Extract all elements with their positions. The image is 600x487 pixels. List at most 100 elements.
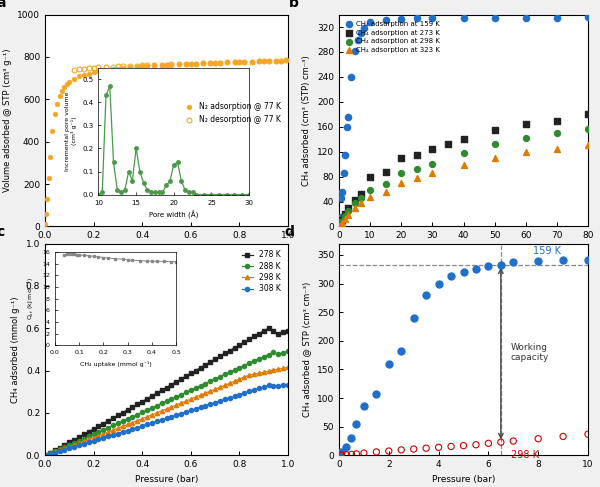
Text: 298 K: 298 K: [511, 450, 539, 460]
CH₄ adsorption at 323 K: [337, 220, 347, 227]
CH₄ adsorption at 298 K: [356, 194, 365, 202]
308 K: [217, 398, 224, 404]
N₂ adsorption @ 77 K: [41, 222, 49, 227]
278 K: [284, 328, 292, 334]
Text: 159 K: 159 K: [533, 246, 561, 256]
Point: [341, 443, 351, 450]
308 K: [280, 382, 287, 388]
Point: [409, 314, 418, 322]
N₂ adsorption @ 77 K: [163, 62, 170, 68]
278 K: [202, 362, 209, 368]
CH₄ adsorption at 159 K: [335, 221, 344, 228]
288 K: [202, 381, 209, 387]
CH₄ adsorption at 298 K: [521, 134, 530, 142]
N₂ desorption @ 77 K: [139, 62, 146, 68]
N₂ adsorption @ 77 K: [43, 211, 50, 217]
N₂ desorption @ 77 K: [76, 66, 83, 72]
N₂ adsorption @ 77 K: [272, 58, 280, 64]
N₂ desorption @ 77 K: [127, 63, 134, 69]
CH₄ adsorption at 323 K: [336, 221, 346, 229]
CH₄ adsorption at 159 K: [365, 18, 375, 26]
N₂ desorption @ 77 K: [102, 64, 109, 70]
N₂ adsorption @ 77 K: [206, 60, 214, 66]
N₂ adsorption @ 77 K: [143, 63, 151, 69]
Point: [496, 438, 506, 446]
N₂ adsorption @ 77 K: [119, 65, 127, 71]
CH₄ adsorption at 159 K: [356, 29, 365, 37]
308 K: [119, 429, 127, 435]
CH₄ adsorption at 159 K: [490, 14, 499, 21]
N₂ desorption @ 77 K: [212, 60, 219, 66]
Point: [409, 445, 418, 453]
298 K: [95, 433, 102, 439]
Text: d: d: [284, 225, 294, 239]
288 K: [284, 348, 292, 354]
CH₄ adsorption at 298 K: [459, 149, 469, 157]
CH₄ adsorption at 273 K: [428, 145, 437, 152]
CH₄ adsorption at 298 K: [365, 187, 375, 194]
Point: [533, 257, 543, 264]
N₂ desorption @ 77 K: [282, 57, 289, 63]
N₂ adsorption @ 77 K: [158, 62, 165, 68]
Point: [337, 449, 346, 456]
N₂ desorption @ 77 K: [175, 61, 182, 67]
CH₄ adsorption at 298 K: [397, 169, 406, 177]
Point: [471, 441, 481, 449]
N₂ adsorption @ 77 K: [217, 60, 224, 66]
N₂ adsorption @ 77 K: [66, 79, 73, 85]
CH₄ adsorption at 159 K: [339, 169, 349, 177]
CH₄ adsorption at 159 K: [340, 151, 350, 159]
278 K: [95, 423, 102, 429]
Point: [446, 443, 456, 450]
N₂ adsorption @ 77 K: [45, 175, 52, 181]
288 K: [114, 420, 121, 426]
Point: [434, 444, 443, 451]
N₂ desorption @ 77 K: [192, 60, 199, 66]
N₂ adsorption @ 77 K: [46, 153, 53, 159]
N₂ adsorption @ 77 K: [127, 64, 134, 70]
CH₄ adsorption at 273 K: [344, 204, 353, 212]
CH₄ adsorption at 298 K: [335, 222, 344, 230]
N₂ adsorption @ 77 K: [49, 128, 56, 134]
CH₄ adsorption at 323 K: [490, 154, 499, 162]
N₂ desorption @ 77 K: [217, 60, 224, 66]
CH₄ adsorption at 273 K: [443, 140, 453, 148]
N₂ desorption @ 77 K: [277, 57, 284, 63]
308 K: [114, 431, 121, 436]
X-axis label: Pressure (bar): Pressure (bar): [432, 475, 495, 484]
Point: [347, 434, 356, 442]
Line: N₂ desorption @ 77 K: N₂ desorption @ 77 K: [72, 58, 288, 72]
CH₄ adsorption at 159 K: [412, 15, 422, 22]
Point: [421, 444, 431, 452]
CH₄ adsorption at 298 K: [412, 165, 422, 173]
Line: 288 K: 288 K: [43, 349, 290, 457]
N₂ adsorption @ 77 K: [277, 57, 284, 63]
CH₄ adsorption at 273 K: [350, 196, 359, 204]
CH₄ adsorption at 273 K: [335, 221, 345, 228]
N₂ adsorption @ 77 K: [175, 61, 182, 67]
X-axis label: Pressure (bar): Pressure (bar): [135, 475, 198, 484]
N₂ adsorption @ 77 K: [44, 196, 51, 202]
N₂ adsorption @ 77 K: [192, 60, 199, 66]
CH₄ adsorption at 323 K: [335, 223, 344, 230]
CH₄ adsorption at 323 K: [344, 211, 353, 219]
X-axis label: Relative pressure (P/P₀): Relative pressure (P/P₀): [113, 246, 220, 255]
N₂ adsorption @ 77 K: [260, 58, 268, 64]
CH₄ adsorption at 159 K: [552, 14, 562, 21]
N₂ desorption @ 77 K: [95, 64, 102, 70]
Legend: CH₄ adsorption at 159 K, CH₄ adsorption at 273 K, CH₄ adsorption at 298 K, CH₄ a: CH₄ adsorption at 159 K, CH₄ adsorption …: [343, 18, 442, 56]
N₂ adsorption @ 77 K: [282, 57, 289, 63]
N₂ desorption @ 77 K: [134, 63, 141, 69]
CH₄ adsorption at 159 K: [397, 15, 406, 23]
Text: Working
capacity: Working capacity: [511, 342, 549, 362]
CH₄ adsorption at 273 K: [397, 154, 406, 162]
Point: [446, 272, 456, 280]
Point: [384, 360, 394, 368]
298 K: [41, 452, 49, 458]
CH₄ adsorption at 159 K: [521, 14, 530, 21]
N₂ desorption @ 77 K: [163, 62, 170, 68]
N₂ adsorption @ 77 K: [255, 58, 262, 64]
Point: [559, 256, 568, 264]
288 K: [217, 374, 224, 380]
N₂ desorption @ 77 K: [272, 58, 280, 64]
